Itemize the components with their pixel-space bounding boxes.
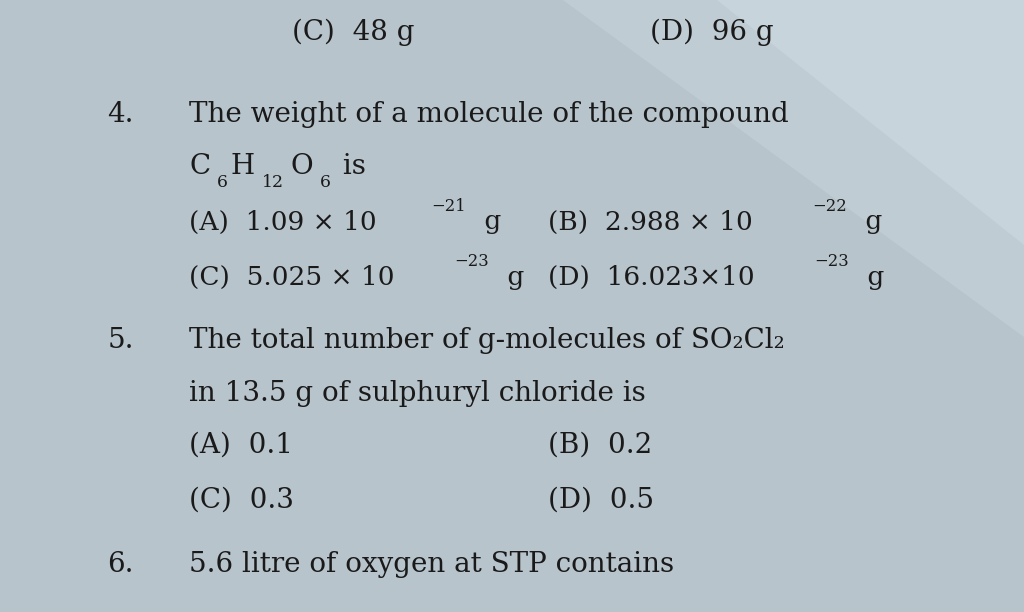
Text: The total number of g-molecules of SO₂Cl₂: The total number of g-molecules of SO₂Cl… — [189, 327, 785, 354]
Text: 12: 12 — [262, 174, 284, 191]
Text: (B)  0.2: (B) 0.2 — [548, 432, 652, 459]
Text: (A)  1.09 × 10: (A) 1.09 × 10 — [189, 209, 377, 234]
Text: 6: 6 — [319, 174, 331, 191]
Text: (C)  5.025 × 10: (C) 5.025 × 10 — [189, 264, 395, 289]
Text: (C)  0.3: (C) 0.3 — [189, 487, 294, 514]
Text: g: g — [857, 209, 883, 234]
Text: 5.6 litre of oxygen at STP contains: 5.6 litre of oxygen at STP contains — [189, 551, 675, 578]
Text: C: C — [189, 154, 211, 181]
Text: (D)  16.023×10: (D) 16.023×10 — [548, 264, 755, 289]
Polygon shape — [717, 0, 1024, 245]
Text: g: g — [500, 264, 524, 289]
Text: The weight of a molecule of the compound: The weight of a molecule of the compound — [189, 102, 790, 129]
Text: (B)  2.988 × 10: (B) 2.988 × 10 — [548, 209, 753, 234]
Text: is: is — [334, 154, 366, 181]
Text: −23: −23 — [814, 253, 849, 271]
Text: 6: 6 — [217, 174, 227, 191]
Text: 6.: 6. — [108, 551, 134, 578]
Text: in 13.5 g of sulphuryl chloride is: in 13.5 g of sulphuryl chloride is — [189, 380, 646, 407]
Polygon shape — [563, 0, 1024, 337]
Text: −23: −23 — [455, 253, 489, 271]
Text: g: g — [859, 264, 885, 289]
Text: H: H — [230, 154, 255, 181]
Text: O: O — [291, 154, 313, 181]
Text: (C)  48 g: (C) 48 g — [292, 18, 415, 46]
Text: 4.: 4. — [108, 102, 134, 129]
Text: 5.: 5. — [108, 327, 134, 354]
Text: (D)  0.5: (D) 0.5 — [548, 487, 654, 514]
Text: (A)  0.1: (A) 0.1 — [189, 432, 294, 459]
Text: g: g — [476, 209, 502, 234]
Text: (D)  96 g: (D) 96 g — [650, 18, 774, 46]
Text: −22: −22 — [812, 198, 847, 215]
Text: −21: −21 — [431, 198, 466, 215]
